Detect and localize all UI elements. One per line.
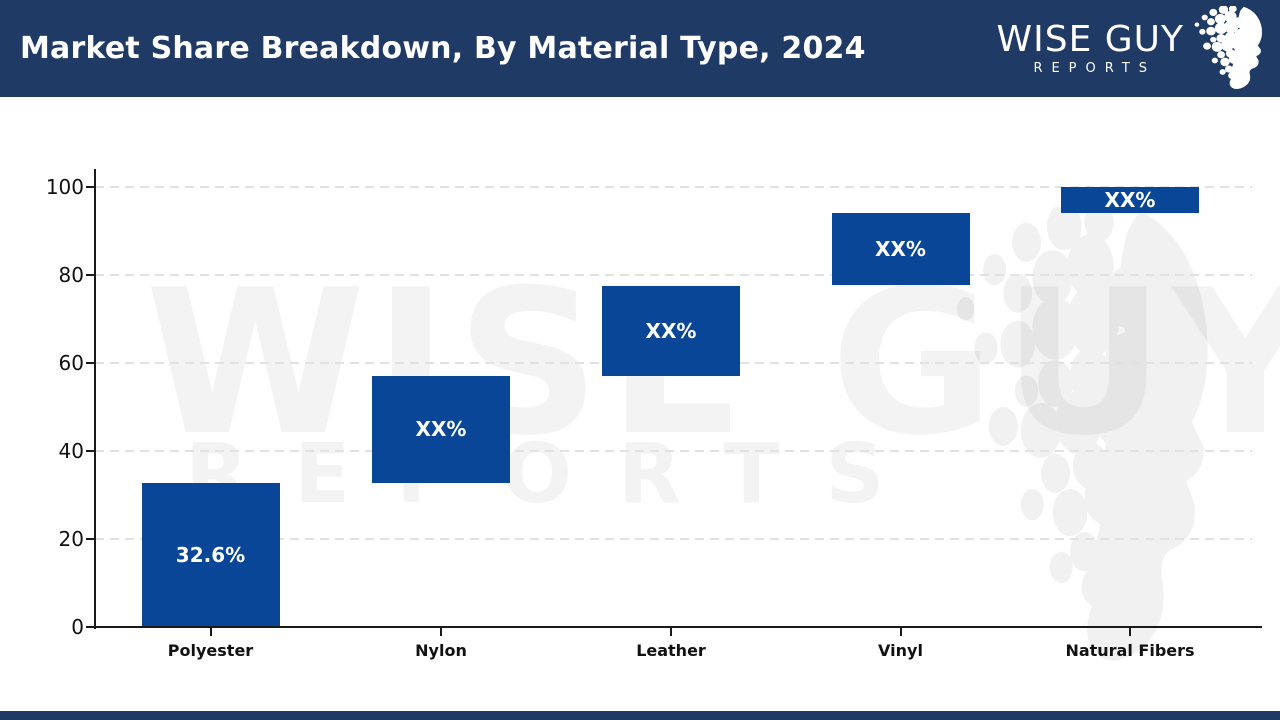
y-axis-tick-label: 80 (58, 262, 84, 287)
y-axis-tick (86, 537, 94, 540)
gridline (95, 185, 1252, 188)
bar-value-label: XX% (875, 237, 926, 262)
bar-value-label: XX% (645, 318, 697, 343)
bar-segment: 32.6% (141, 483, 280, 627)
bar-segment: XX% (372, 375, 510, 484)
x-axis-tick (899, 628, 902, 636)
category-label: Vinyl (878, 640, 923, 660)
brand-logo-text: WISE GUY REPORTS (996, 19, 1185, 76)
x-axis-line (94, 626, 1262, 628)
y-axis-tick (86, 449, 94, 452)
category-label: Nylon (415, 640, 467, 660)
bar-value-label: XX% (415, 417, 467, 442)
bar-value-label: 32.6% (175, 542, 246, 567)
bar-segment: XX% (602, 285, 740, 376)
gridline (95, 273, 1252, 276)
y-axis-tick-label: 20 (58, 526, 84, 551)
dotted-face-icon (1194, 5, 1263, 89)
y-axis-tick (86, 185, 94, 188)
brand-name: WISE GUY (996, 19, 1184, 60)
brand-logo: WISE GUY REPORTS (996, 5, 1265, 92)
y-axis-tick-label: 100 (45, 174, 84, 199)
bar-value-label: XX% (1104, 187, 1156, 212)
y-axis-tick (86, 361, 94, 364)
y-axis-tick (86, 273, 94, 276)
category-label: Polyester (167, 640, 254, 660)
brand-subname: REPORTS (1033, 61, 1157, 76)
gridline (95, 537, 1252, 540)
y-axis-line (94, 169, 96, 629)
watermark-text-2: REPORTS (185, 427, 930, 522)
x-axis-tick (1129, 628, 1131, 636)
gridline (95, 449, 1252, 452)
y-axis-tick-label: 60 (58, 350, 84, 375)
header-bar: Market Share Breakdown, By Material Type… (0, 0, 1280, 97)
page-title: Market Share Breakdown, By Material Type… (20, 31, 866, 66)
y-axis-tick-label: 40 (58, 438, 84, 463)
category-label: Leather (636, 640, 706, 660)
x-axis-tick (209, 628, 212, 636)
x-axis-tick (440, 628, 442, 636)
bar-segment: XX% (831, 212, 970, 286)
category-label: Natural Fibers (1065, 640, 1195, 660)
y-axis-tick (86, 625, 94, 628)
chart-canvas: WISE GUY REPORTS 02040608010032.6%XX%XX%… (0, 97, 1280, 711)
x-axis-tick (670, 628, 672, 636)
bar-segment: XX% (1061, 186, 1199, 213)
y-axis-tick-label: 0 (71, 614, 84, 639)
footer-bar (0, 711, 1280, 720)
